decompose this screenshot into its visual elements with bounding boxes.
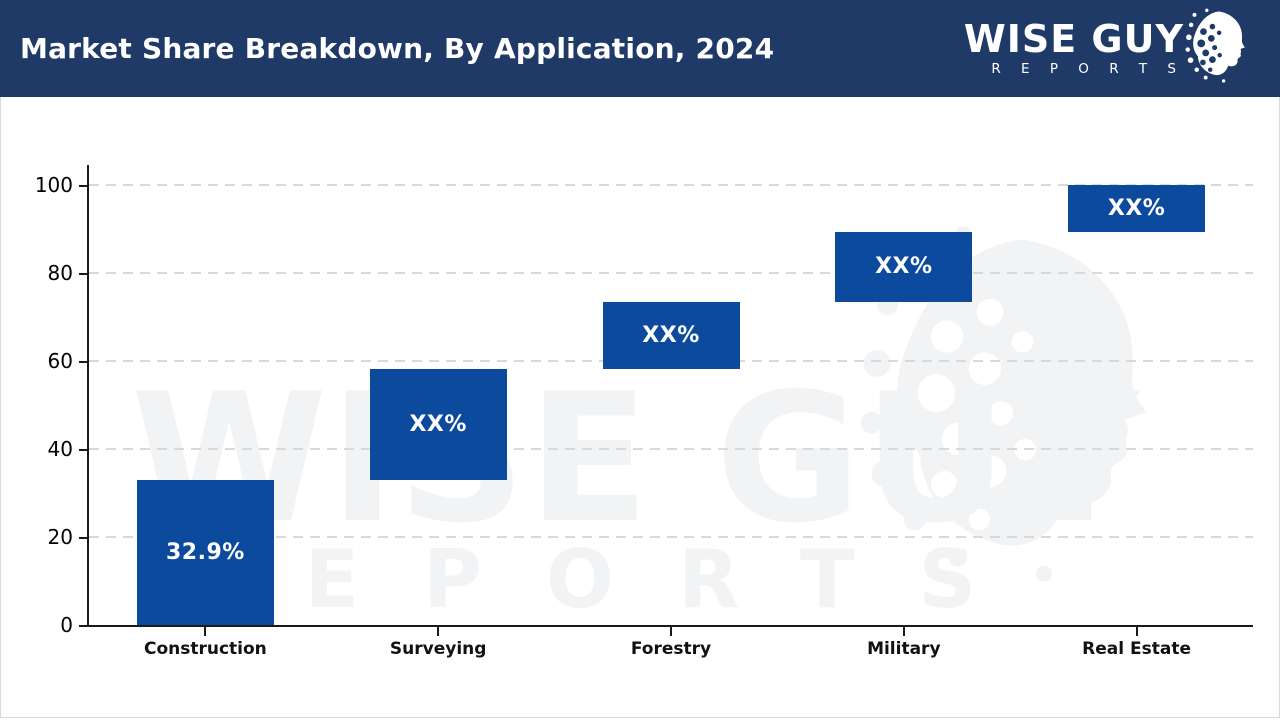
y-tick-60 [79, 361, 87, 363]
bar-value-label-forestry: XX% [642, 322, 700, 348]
bar-military: XX% [835, 232, 973, 302]
header-bar: Market Share Breakdown, By Application, … [0, 0, 1280, 97]
y-axis-tick-label: 100 [34, 173, 73, 197]
gridline-20 [89, 536, 1253, 538]
x-tick-surveying [437, 627, 440, 636]
brand-logo-text: WISE GUY R E P O R T S [964, 20, 1184, 77]
y-axis-tick-label: 60 [47, 349, 73, 373]
bar-forestry: XX% [602, 301, 740, 369]
gridline-40 [89, 448, 1253, 450]
x-tick-forestry [670, 627, 672, 636]
x-axis-label-forestry: Forestry [630, 639, 712, 659]
y-axis-tick-label: 40 [47, 437, 73, 461]
gridline-80 [89, 272, 1253, 274]
y-tick-80 [79, 273, 87, 275]
y-tick-20 [79, 537, 87, 539]
watermark-text-2: REPORTS [179, 533, 1041, 626]
y-axis-tick-label: 80 [47, 261, 73, 285]
bar-construction: 32.9% [136, 480, 274, 625]
bar-value-label-surveying: XX% [409, 412, 467, 438]
x-tick-construction [204, 627, 207, 636]
y-axis-tick-label: 0 [60, 613, 73, 637]
y-tick-100 [79, 185, 87, 187]
x-axis-label-construction: Construction [143, 639, 267, 659]
bar-value-label-construction: 32.9% [165, 540, 245, 566]
y-axis [87, 165, 89, 627]
bar-surveying: XX% [369, 368, 507, 481]
page-title: Market Share Breakdown, By Application, … [20, 32, 775, 65]
gridline-100 [89, 184, 1253, 186]
y-tick-40 [79, 449, 87, 451]
brand-logo: WISE GUY R E P O R T S [964, 7, 1266, 91]
bar-real-estate: XX% [1068, 185, 1206, 233]
bar-value-label-real-estate: XX% [1107, 196, 1166, 222]
x-axis-label-military: Military [867, 639, 941, 659]
brand-subtitle: R E P O R T S [991, 61, 1184, 77]
y-tick-0 [79, 625, 87, 627]
x-tick-military [902, 627, 905, 636]
brand-name: WISE GUY [963, 17, 1184, 61]
y-axis-tick-label: 20 [47, 525, 73, 549]
bar-value-label-military: XX% [875, 254, 933, 280]
wise-guy-face-icon [1185, 8, 1245, 83]
x-axis-label-surveying: Surveying [389, 639, 487, 659]
x-axis-label-real-estate: Real Estate [1082, 639, 1191, 659]
x-axis [87, 625, 1253, 627]
x-tick-real-estate [1135, 627, 1138, 636]
